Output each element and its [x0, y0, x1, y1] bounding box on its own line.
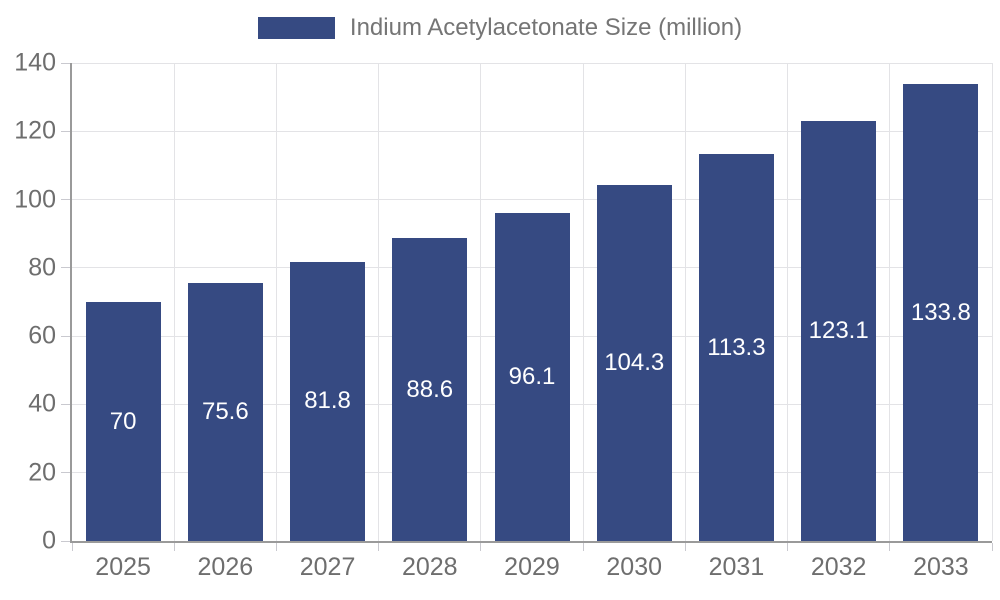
v-gridline — [173, 63, 175, 541]
h-gridline — [72, 199, 992, 201]
plot-area: 0 20 40 60 80 100 120 140 70 2025 75.6 2026 81.8 2027… — [14, 50, 993, 580]
y-axis-tick — [61, 199, 70, 201]
bar-value-label: 123.1 — [808, 316, 869, 344]
bar-2027[interactable]: 81.8 — [290, 261, 366, 541]
y-axis-tick — [61, 403, 70, 405]
bar-value-label: 133.8 — [910, 298, 971, 326]
legend-swatch — [257, 17, 335, 39]
y-tick-label: 100 — [14, 185, 56, 214]
v-gridline — [787, 63, 789, 541]
bar-2033[interactable]: 133.8 — [903, 84, 979, 541]
h-gridline — [72, 130, 992, 132]
x-axis-tick — [173, 543, 175, 551]
y-axis-line — [70, 63, 72, 541]
bar-2029[interactable]: 96.1 — [494, 212, 570, 541]
bar-value-label: 81.8 — [304, 387, 351, 415]
bar-value-label: 113.3 — [707, 333, 766, 361]
legend[interactable]: Indium Acetylacetonate Size (million) — [0, 16, 1000, 40]
x-tick-label: 2027 — [299, 553, 356, 581]
bar-value-label: 75.6 — [201, 397, 249, 425]
h-gridline — [72, 62, 992, 64]
legend-label: Indium Acetylacetonate Size (million) — [349, 14, 743, 41]
x-tick-label: 2028 — [401, 553, 458, 581]
x-tick-label: 2031 — [708, 553, 765, 581]
y-axis-tick — [61, 540, 70, 542]
v-gridline — [480, 63, 482, 541]
x-tick-label: 2032 — [810, 553, 867, 581]
x-axis-tick — [684, 543, 686, 551]
x-axis-tick — [889, 543, 891, 551]
v-gridline — [889, 63, 891, 541]
y-tick-label: 40 — [28, 389, 56, 418]
x-tick-label: 2026 — [197, 553, 254, 581]
y-axis-tick — [61, 62, 70, 64]
y-tick-label: 20 — [28, 458, 56, 487]
v-gridline — [991, 63, 993, 541]
y-tick-label: 80 — [28, 253, 56, 282]
y-axis-tick — [61, 472, 70, 474]
x-axis-tick — [378, 543, 380, 551]
bar-2026[interactable]: 75.6 — [187, 282, 263, 541]
bar-2025[interactable]: 70 — [85, 302, 161, 541]
x-axis-tick — [991, 543, 993, 551]
x-tick-label: 2030 — [606, 553, 663, 581]
x-axis-tick — [275, 543, 277, 551]
x-axis-tick — [582, 543, 584, 551]
bar-value-label: 88.6 — [406, 375, 454, 403]
x-tick-label: 2029 — [504, 553, 560, 581]
x-tick-label: 2033 — [913, 553, 969, 581]
bar-value-label: 96.1 — [508, 362, 556, 390]
bar-value-label: 70 — [109, 407, 137, 435]
x-axis-tick — [787, 543, 789, 551]
v-gridline — [582, 63, 584, 541]
y-tick-label: 140 — [14, 48, 56, 77]
bar-2030[interactable]: 104.3 — [596, 184, 672, 541]
x-tick-label: 2025 — [95, 553, 151, 581]
y-tick-label: 120 — [14, 116, 56, 145]
x-axis-line — [70, 541, 992, 543]
x-axis-tick — [480, 543, 482, 551]
bar-2031[interactable]: 113.3 — [698, 154, 774, 541]
y-axis-tick — [61, 267, 70, 269]
y-tick-label: 0 — [42, 526, 56, 555]
v-gridline — [684, 63, 686, 541]
v-gridline — [378, 63, 380, 541]
bar-2028[interactable]: 88.6 — [392, 238, 468, 541]
y-tick-label: 60 — [28, 321, 56, 350]
bar-value-label: 104.3 — [604, 348, 665, 376]
v-gridline — [275, 63, 277, 541]
x-axis-tick — [71, 543, 73, 551]
bar-2032[interactable]: 123.1 — [801, 120, 877, 541]
y-axis-tick — [61, 130, 70, 132]
y-axis-tick — [61, 335, 70, 337]
